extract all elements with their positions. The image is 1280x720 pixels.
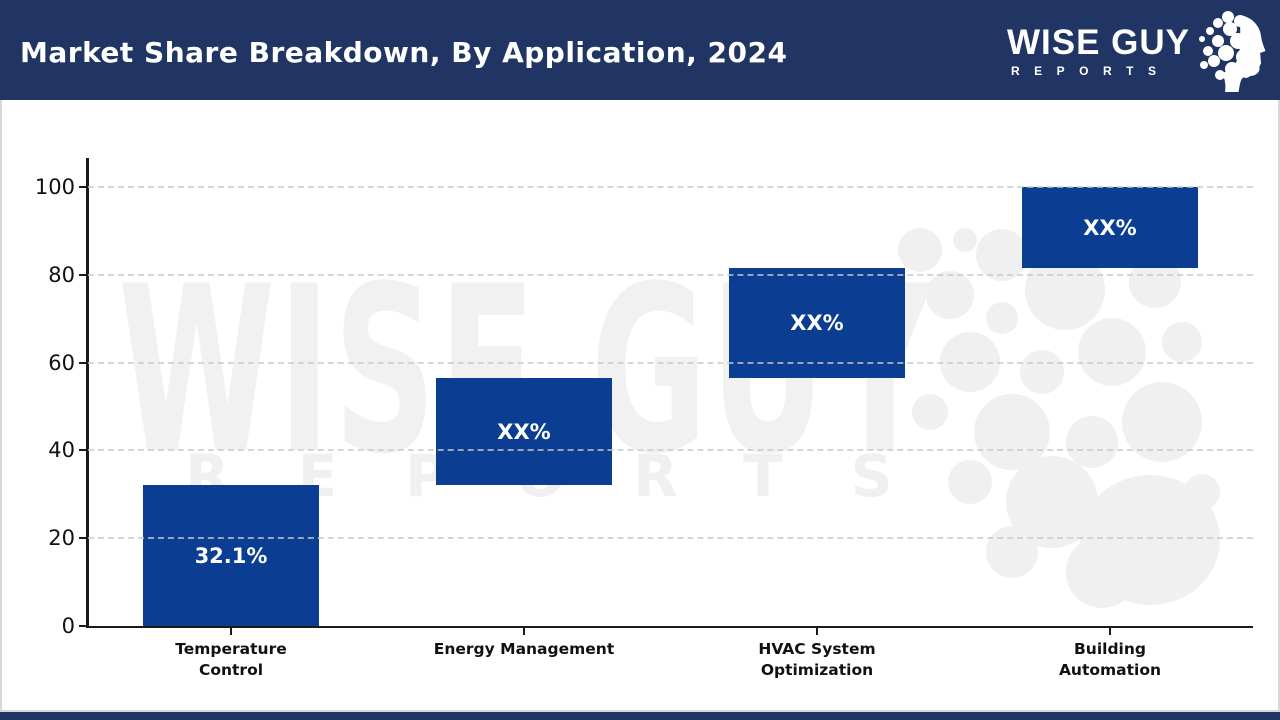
bar-4: XX% — [1022, 187, 1198, 269]
y-tick-mark — [79, 625, 87, 627]
logo-wise-guy-label: WISE GUY — [1006, 22, 1190, 62]
wiseguy-head-icon — [1199, 11, 1266, 92]
x-category-label-line: Temperature — [175, 640, 287, 658]
x-category-label-line: Optimization — [760, 661, 874, 679]
x-axis-line — [86, 625, 1253, 628]
y-gridline — [88, 273, 1253, 276]
logo-reports-label: REPORTS — [1010, 63, 1171, 78]
y-tick-label: 20 — [48, 526, 75, 551]
bar-2: XX% — [436, 377, 612, 486]
x-category-label-line: Automation — [1058, 661, 1162, 679]
footer-bar — [0, 712, 1280, 720]
x-category-label-line: Energy Management — [433, 640, 615, 658]
y-tick-mark — [79, 361, 87, 364]
y-tick-label: 100 — [34, 175, 75, 199]
y-tick-mark — [79, 537, 87, 540]
bar-1: 32.1% — [143, 485, 319, 626]
x-category-label: Building Automation — [990, 639, 1230, 681]
x-category-label-line: Building — [1073, 640, 1146, 658]
x-tick-mark — [816, 628, 818, 635]
y-tick-label: 80 — [48, 262, 75, 287]
y-gridline — [88, 537, 1253, 540]
x-category-label-line: Control — [198, 661, 264, 679]
bar-value-label: XX% — [497, 419, 551, 444]
chart-title: Market Share Breakdown, By Application, … — [20, 36, 788, 69]
x-tick-mark — [230, 628, 232, 635]
y-tick-label: 0 — [61, 614, 75, 638]
y-axis-line — [86, 158, 89, 628]
bar-value-label: XX% — [790, 311, 844, 336]
y-tick-label: 40 — [48, 438, 75, 463]
y-gridline — [88, 449, 1253, 452]
x-tick-mark — [523, 628, 525, 635]
bar-value-label: XX% — [1083, 215, 1137, 240]
y-gridline — [88, 361, 1253, 364]
y-gridline — [88, 186, 1253, 188]
wiseguy-logo: WISE GUY REPORTS — [1007, 8, 1266, 94]
bar-value-label: 32.1% — [194, 543, 268, 568]
y-tick-mark — [79, 449, 87, 452]
y-tick-label: 60 — [48, 350, 75, 375]
x-category-label-line: HVAC System — [758, 640, 876, 658]
y-tick-mark — [79, 186, 87, 188]
x-category-label: HVAC System Optimization — [697, 639, 937, 681]
y-tick-mark — [79, 273, 87, 276]
wiseguy-logo-text: WISE GUY REPORTS — [1006, 22, 1190, 78]
x-tick-mark — [1109, 628, 1111, 635]
x-category-label: Energy Management — [404, 639, 644, 660]
x-category-label: Temperature Control — [111, 639, 351, 681]
header-bar: Market Share Breakdown, By Application, … — [0, 0, 1280, 100]
